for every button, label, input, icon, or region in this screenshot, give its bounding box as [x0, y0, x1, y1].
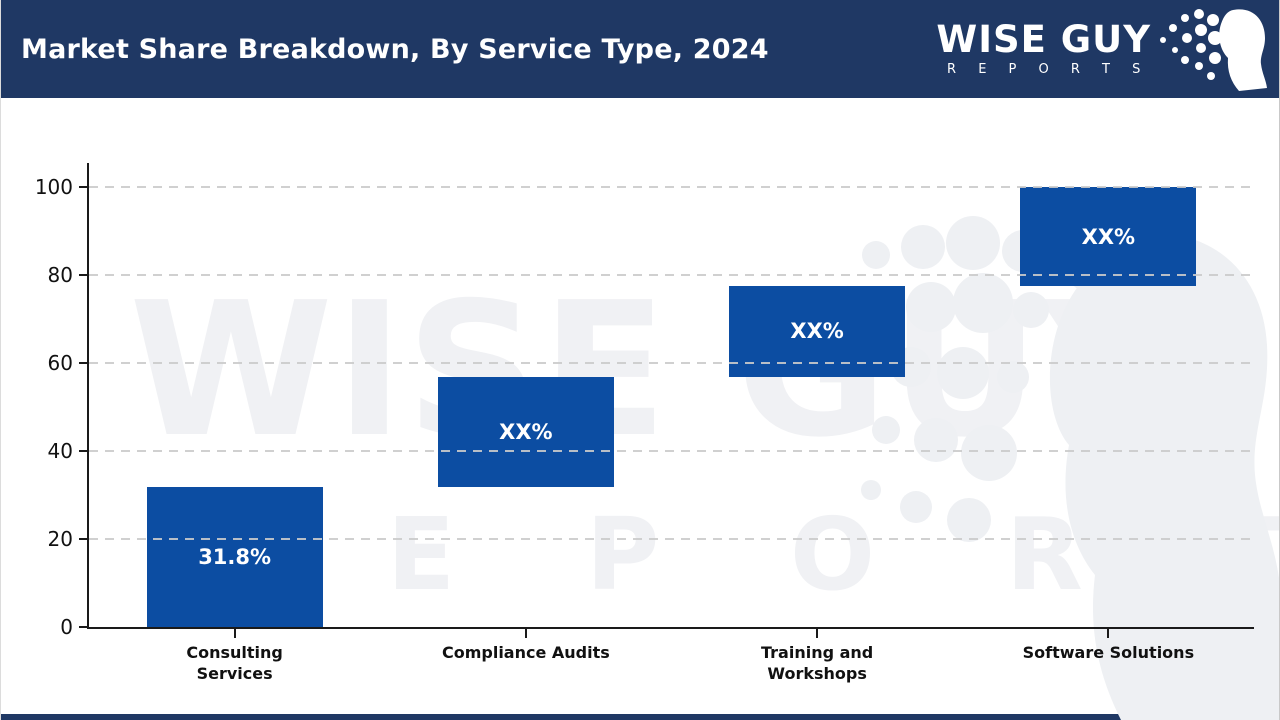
category-label-line: Training and [760, 643, 874, 662]
bar-2: XX% [437, 376, 614, 488]
x-axis-spine [87, 627, 1254, 629]
category-label-line: Compliance Audits [441, 643, 610, 662]
wise-guy-logo: WISE GUY R E P O R T S [936, 6, 1267, 92]
y-axis-tick-0 [79, 626, 89, 628]
x-axis-tick-1 [233, 628, 236, 638]
y-axis-tick-80 [79, 274, 89, 276]
x-axis-tick-4 [1107, 628, 1110, 638]
category-label-line: Services [196, 664, 273, 683]
x-axis-tick-3 [816, 628, 819, 638]
bar-value-label: XX% [499, 419, 553, 444]
gridline-100 [89, 186, 1254, 188]
logo-subtitle: R E P O R T S [947, 62, 1150, 77]
bar-value-label: 31.8% [198, 545, 272, 570]
header-bar: Market Share Breakdown, By Service Type,… [1, 0, 1279, 98]
bar-1: 31.8% [146, 487, 323, 627]
y-axis-label-100: 100 [34, 175, 73, 199]
bar-value-label: XX% [790, 319, 844, 344]
logo-text: WISE GUY R E P O R T S [936, 21, 1151, 77]
logo-face-icon [1160, 9, 1267, 91]
category-label-1: Consulting Services [105, 642, 365, 684]
y-axis-label-80: 80 [47, 263, 73, 287]
logo-wordmark: WISE GUY [936, 18, 1151, 61]
y-axis-tick-100 [79, 186, 89, 188]
category-label-3: Training and Workshops [687, 642, 947, 684]
gridline-60 [89, 362, 1254, 364]
gridline-40 [89, 450, 1254, 452]
x-axis-tick-2 [524, 628, 527, 638]
category-label-line: Workshops [767, 664, 867, 683]
page-title: Market Share Breakdown, By Service Type,… [21, 33, 769, 65]
y-axis-tick-60 [79, 362, 89, 364]
bar-value-label: XX% [1081, 224, 1136, 249]
category-label-line: Consulting [186, 643, 283, 662]
y-axis-tick-40 [79, 450, 89, 452]
category-label-2: Compliance Audits [396, 642, 656, 663]
bar-4: XX% [1020, 187, 1197, 286]
y-axis-tick-20 [79, 538, 89, 540]
y-axis-label-40: 40 [47, 439, 73, 463]
gridline-80 [89, 274, 1254, 276]
bar-3: XX% [729, 286, 906, 377]
y-axis-label-0: 0 [60, 615, 73, 639]
y-axis-label-60: 60 [47, 351, 73, 375]
y-axis-label-20: 20 [47, 527, 73, 551]
category-label-4: Software Solutions [978, 642, 1238, 663]
gridline-20 [89, 538, 1254, 540]
footer-bar [1, 714, 1279, 720]
y-axis-spine [87, 163, 89, 629]
category-label-line: Software Solutions [1022, 643, 1195, 662]
